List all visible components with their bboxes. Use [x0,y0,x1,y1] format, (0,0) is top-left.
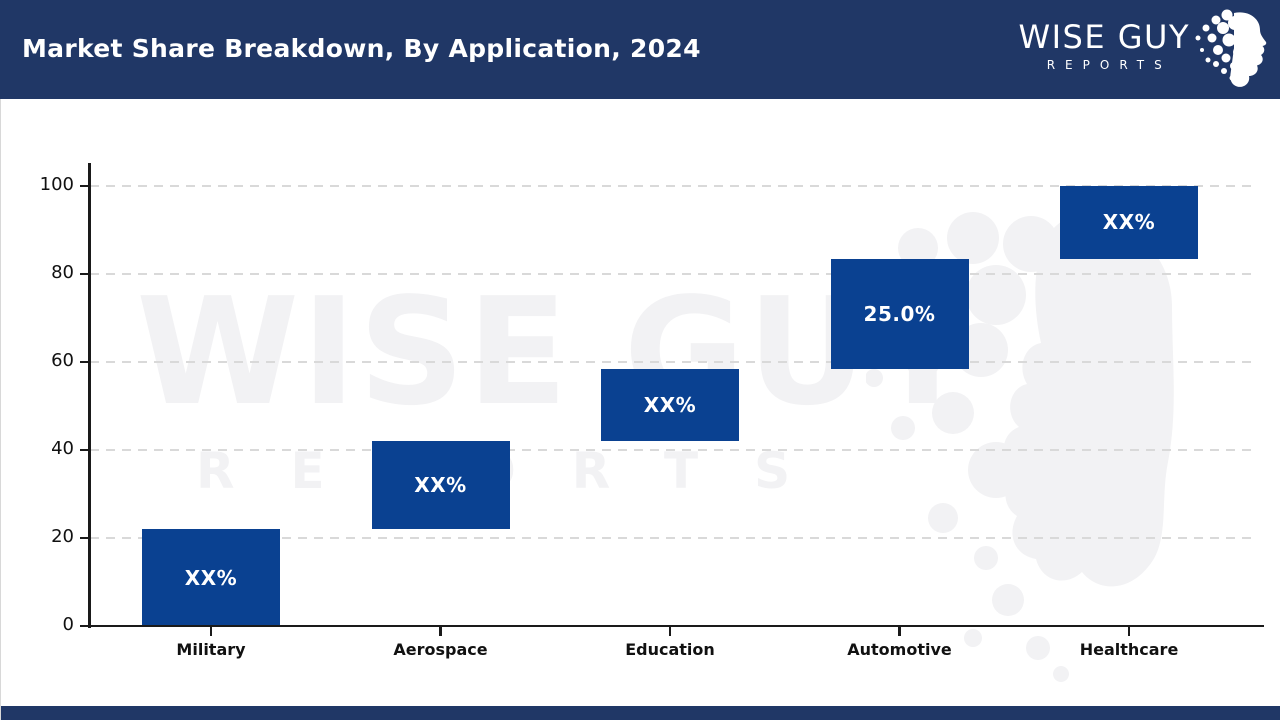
wiseguy-logo: WISE GUY REPORTS [1014,4,1270,96]
gridline-40 [90,449,1255,451]
logo-wiseguy-label: WISE GUY [1018,18,1190,56]
y-tick-mark [80,448,89,452]
bar-value-label: XX% [184,565,238,590]
left-edge-border [0,99,1,720]
y-tick-mark [80,360,89,364]
gridline-20 [90,537,1255,539]
x-category-label: Automotive [847,640,952,659]
x-category-label: Aerospace [393,640,488,659]
bar-automotive: 25.0% [830,258,969,369]
gridline-80 [90,273,1255,275]
gridline-60 [90,361,1255,363]
x-tick-mark [898,627,901,636]
y-tick-label: 60 [51,350,74,371]
x-tick-mark [209,627,213,636]
bar-value-label: XX% [643,392,697,417]
footer-bar [0,706,1280,720]
y-tick-mark [80,624,89,628]
bar-healthcare: XX% [1060,186,1198,259]
x-category-label: Education [625,640,715,659]
bar-aerospace: XX% [371,441,510,530]
logo-dotted-head-icon [1195,9,1267,87]
gridline-100 [90,185,1255,187]
y-tick-label: 100 [39,174,74,195]
bar-military: XX% [142,529,280,626]
logo-reports-label: REPORTS [1046,58,1172,73]
logo-text: WISE GUY REPORTS [1018,18,1190,73]
y-axis-line [88,163,91,628]
watermark-dotted-head-graphic [866,212,1174,682]
bar-education: XX% [601,368,739,442]
y-tick-label: 20 [51,526,74,547]
x-axis-line [88,624,1264,627]
header-bar: Market Share Breakdown, By Application, … [0,0,1280,99]
y-tick-label: 40 [51,438,74,459]
x-tick-mark [668,627,672,636]
x-category-label: Military [176,640,246,659]
x-tick-mark [1127,627,1131,636]
bar-value-label: XX% [414,473,467,498]
bar-value-label: XX% [1102,210,1156,235]
y-tick-mark [80,184,89,188]
y-tick-label: 0 [62,614,74,635]
x-tick-mark [439,627,442,636]
y-tick-mark [80,536,89,540]
y-tick-label: 80 [51,262,74,283]
chart-title: Market Share Breakdown, By Application, … [22,34,701,63]
x-category-label: Healthcare [1079,640,1179,659]
bar-value-label: 25.0% [863,301,936,326]
y-tick-mark [80,272,89,276]
